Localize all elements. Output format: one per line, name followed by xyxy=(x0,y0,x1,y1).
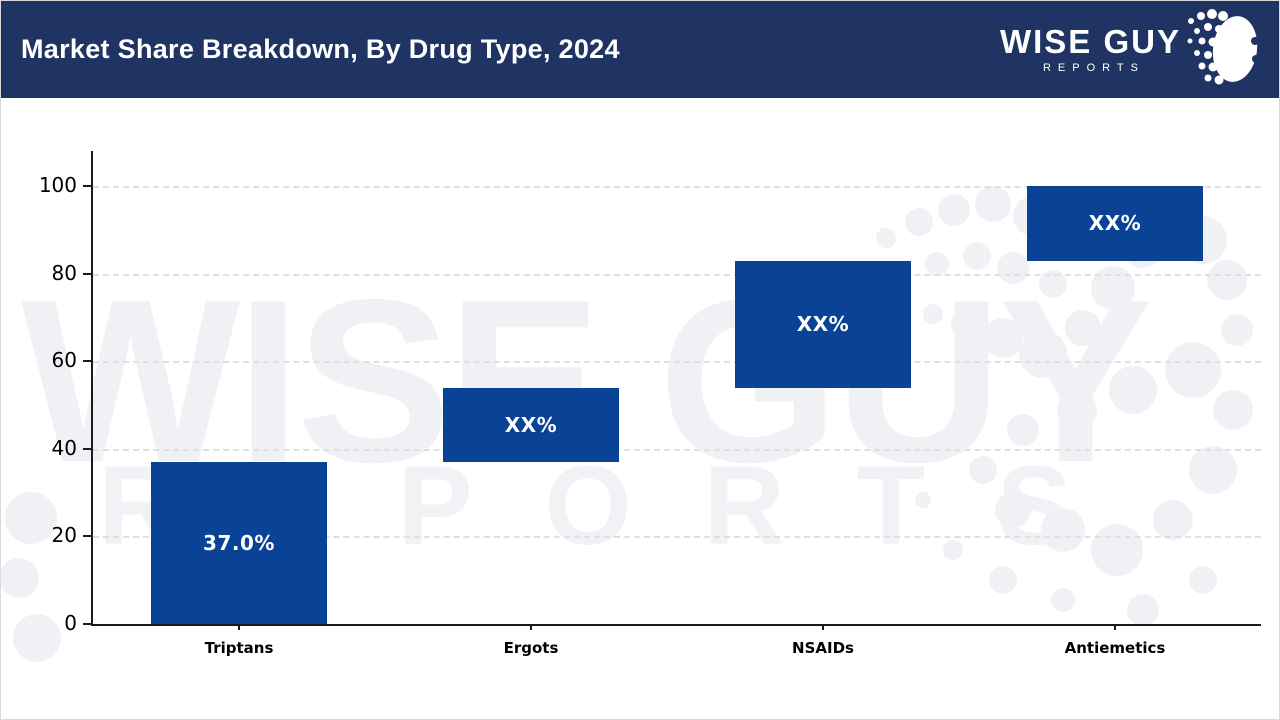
bar-value-label: XX% xyxy=(504,412,558,437)
y-tick-mark xyxy=(83,623,91,625)
wiseguy-head-icon xyxy=(1187,8,1260,84)
header-bar: Market Share Breakdown, By Drug Type, 20… xyxy=(1,1,1279,98)
y-tick-mark xyxy=(83,447,91,450)
brand-logo: WISE GUY REPORTS xyxy=(1000,7,1261,93)
gridline xyxy=(93,536,1261,539)
x-tick-mark xyxy=(1114,624,1116,630)
bar-value-label: XX% xyxy=(796,312,850,336)
y-tick-label: 80 xyxy=(51,260,77,285)
y-tick-mark xyxy=(83,272,91,275)
bar: XX% xyxy=(443,387,619,462)
x-tick-label: Antiemetics xyxy=(1064,639,1166,657)
brand-subtitle: REPORTS xyxy=(1042,62,1145,74)
gridline xyxy=(93,273,1261,276)
y-tick-label: 20 xyxy=(51,523,77,548)
y-tick-mark xyxy=(83,360,91,363)
brand-logo-text: WISE GUY REPORTS xyxy=(1000,25,1181,74)
bar-value-label: XX% xyxy=(1088,211,1142,236)
x-tick-mark xyxy=(530,624,532,630)
bar: XX% xyxy=(735,260,911,388)
gridline xyxy=(93,361,1261,364)
gridline xyxy=(93,186,1261,189)
y-tick-label: 100 xyxy=(38,173,77,198)
y-tick-mark xyxy=(83,535,91,538)
chart-canvas: WISE GUY REPORTS 0 20 40 60 80 100 37.0% Tr xyxy=(1,98,1279,719)
x-tick-label: NSAIDs xyxy=(792,639,854,657)
plot-area: 0 20 40 60 80 100 37.0% Triptans XX% Ergots XX% NSA… xyxy=(39,151,1261,657)
y-tick-label: 40 xyxy=(51,435,77,460)
x-tick-label: Triptans xyxy=(204,639,274,657)
bar: XX% xyxy=(1027,186,1203,261)
gridline xyxy=(93,448,1261,451)
brand-name: WISE GUY xyxy=(999,23,1181,60)
y-tick-mark xyxy=(83,185,91,188)
bar-value-label: 37.0% xyxy=(203,530,275,555)
x-tick-mark xyxy=(822,624,824,630)
y-tick-label: 0 xyxy=(64,611,77,636)
x-tick-mark xyxy=(238,624,240,630)
page-title: Market Share Breakdown, By Drug Type, 20… xyxy=(21,34,620,64)
x-tick-label: Ergots xyxy=(503,639,559,657)
bar: 37.0% xyxy=(151,461,327,624)
y-tick-label: 60 xyxy=(51,348,77,373)
